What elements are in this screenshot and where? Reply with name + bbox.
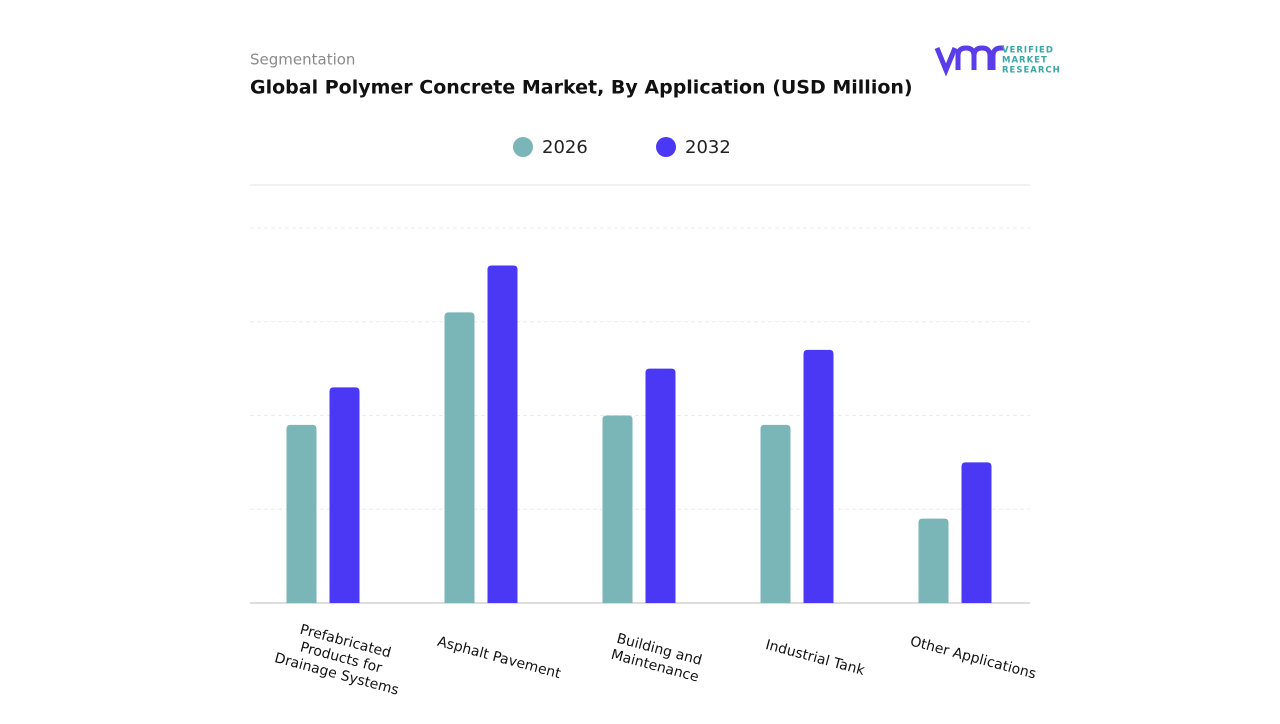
bar bbox=[487, 265, 518, 603]
x-tick-label: Other Applications bbox=[908, 633, 1037, 682]
legend-marker bbox=[513, 137, 533, 157]
chart-title: Global Polymer Concrete Market, By Appli… bbox=[250, 77, 913, 99]
legend-label: 2026 bbox=[542, 137, 588, 158]
logo-text: RESEARCH bbox=[1002, 66, 1061, 76]
bar bbox=[329, 387, 360, 603]
logo-mark bbox=[934, 45, 1004, 77]
logo-text: MARKET bbox=[1002, 56, 1048, 66]
x-tick-label: PrefabricatedProducts forDrainage System… bbox=[273, 617, 410, 698]
bar bbox=[602, 415, 633, 603]
section-label: Segmentation bbox=[250, 51, 355, 69]
bar bbox=[760, 424, 791, 603]
legend-label: 2032 bbox=[685, 137, 731, 158]
bar bbox=[444, 312, 475, 603]
x-tick-label: Building andMaintenance bbox=[609, 630, 705, 685]
logo-text: VERIFIED bbox=[1002, 46, 1054, 56]
bar bbox=[803, 349, 834, 603]
bar bbox=[918, 518, 949, 603]
x-tick-label: Industrial Tank bbox=[764, 637, 867, 679]
x-tick-label: Asphalt Pavement bbox=[436, 634, 563, 682]
bar bbox=[645, 368, 676, 603]
bar bbox=[961, 462, 992, 603]
legend-marker bbox=[656, 137, 676, 157]
bar bbox=[286, 424, 317, 603]
